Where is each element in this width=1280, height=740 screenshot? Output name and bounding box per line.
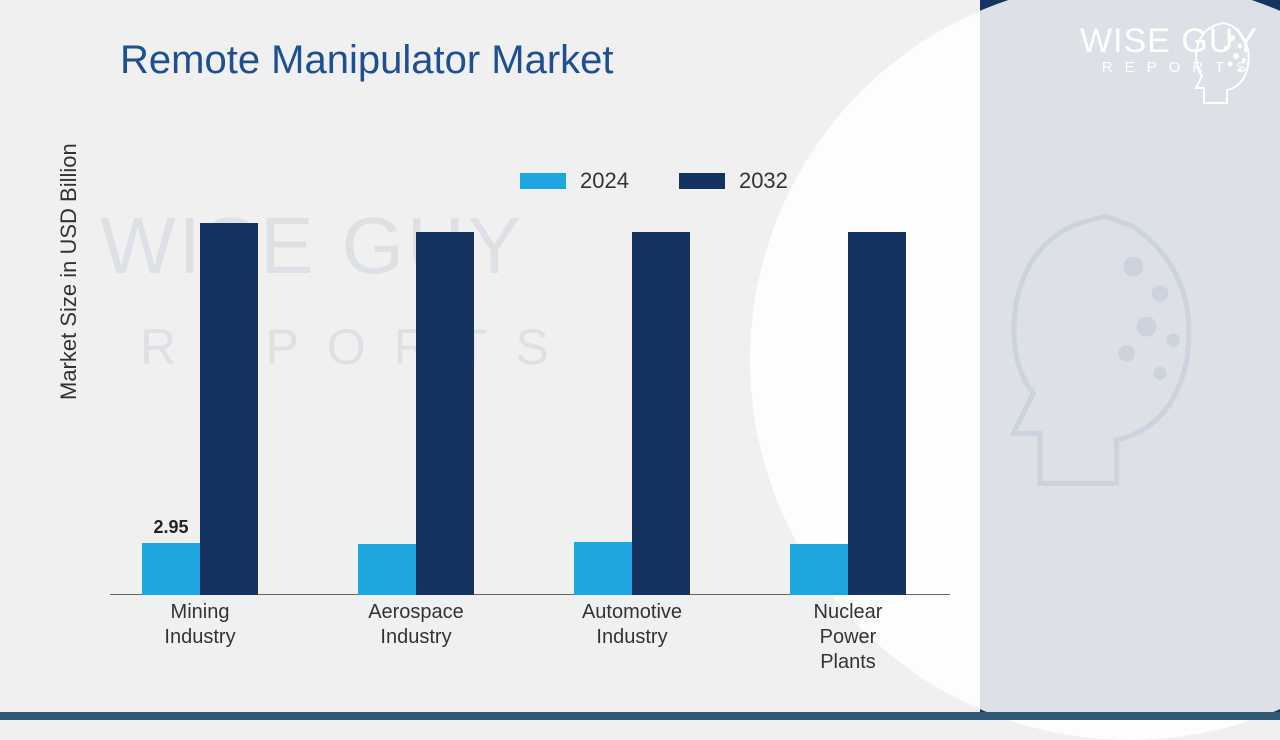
bar-2032 xyxy=(848,232,906,595)
bar-group xyxy=(572,232,692,595)
legend-label-2032: 2032 xyxy=(739,168,788,194)
chart-title: Remote Manipulator Market xyxy=(120,38,614,83)
bar-group xyxy=(356,232,476,595)
bar-value-label: 2.95 xyxy=(153,517,188,538)
watermark-head-icon xyxy=(960,200,1240,500)
bar-group: 2.95 xyxy=(140,223,260,595)
legend-swatch-2032 xyxy=(679,173,725,189)
y-axis-label: Market Size in USD Billion xyxy=(56,143,82,400)
logo-sub: REPORTS xyxy=(1080,59,1258,76)
bar-2024: 2.95 xyxy=(142,543,200,595)
legend-swatch-2024 xyxy=(520,173,566,189)
logo: WISE GUY REPORTS xyxy=(1080,22,1258,76)
bar-group xyxy=(788,232,908,595)
logo-main: WISE GUY xyxy=(1080,22,1258,61)
category-label: AerospaceIndustry xyxy=(346,600,486,650)
legend-label-2024: 2024 xyxy=(580,168,629,194)
bar-2032 xyxy=(200,223,258,595)
bar-2024 xyxy=(358,544,416,595)
bar-2032 xyxy=(416,232,474,595)
category-label: MiningIndustry xyxy=(130,600,270,650)
chart-area: 2.95 xyxy=(110,205,950,595)
legend-item-2032: 2032 xyxy=(679,168,788,194)
legend: 2024 2032 xyxy=(520,168,788,194)
category-label: NuclearPowerPlants xyxy=(778,600,918,675)
bottom-bar xyxy=(0,712,1280,720)
bar-2024 xyxy=(790,544,848,595)
legend-item-2024: 2024 xyxy=(520,168,629,194)
category-label: AutomotiveIndustry xyxy=(562,600,702,650)
bar-2024 xyxy=(574,542,632,595)
bar-2032 xyxy=(632,232,690,595)
